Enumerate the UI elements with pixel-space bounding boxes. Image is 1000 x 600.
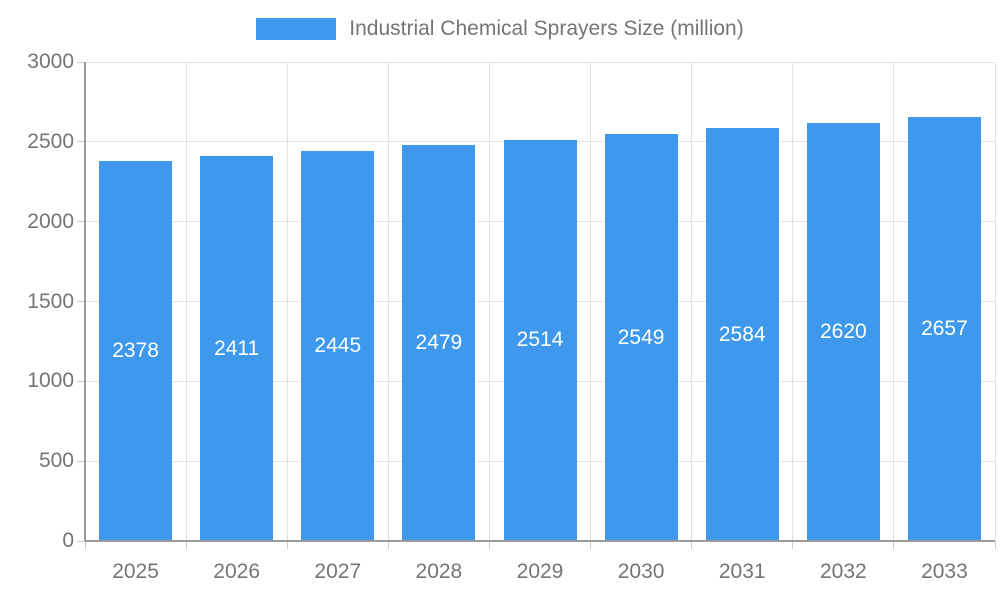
- y-axis-tick: [77, 460, 85, 462]
- gridline-vertical: [185, 62, 187, 541]
- x-axis-tick: [488, 541, 490, 549]
- legend: Industrial Chemical Sprayers Size (milli…: [0, 16, 1000, 42]
- y-axis-label: 2000: [27, 209, 74, 233]
- bar: [806, 122, 880, 541]
- bar: [604, 134, 678, 541]
- x-axis-line: [85, 540, 995, 542]
- bar: [503, 139, 577, 541]
- bar-value-label: 2378: [112, 339, 159, 363]
- bar-value-label: 2657: [921, 316, 968, 340]
- gridline-vertical: [590, 62, 592, 541]
- x-axis-tick: [185, 541, 187, 549]
- y-axis-label: 1500: [27, 289, 74, 313]
- y-axis-label: 1000: [27, 369, 74, 393]
- x-axis-label: 2028: [415, 560, 463, 583]
- bar-value-label: 2549: [617, 325, 665, 349]
- gridline-vertical: [893, 62, 895, 541]
- x-axis-tick: [286, 541, 288, 549]
- x-axis-label: 2032: [819, 560, 867, 583]
- x-axis-tick: [84, 541, 86, 549]
- legend-swatch: [256, 18, 337, 40]
- x-axis-label: 2026: [213, 560, 261, 583]
- y-axis-tick: [77, 380, 85, 382]
- y-axis-label: 500: [38, 449, 74, 473]
- gridline-vertical: [286, 62, 288, 541]
- bar: [705, 128, 779, 541]
- bar-value-label: 2445: [314, 333, 362, 357]
- gridline-horizontal: [85, 61, 995, 63]
- bar: [200, 156, 274, 541]
- bar: [907, 116, 981, 541]
- gridline-vertical: [488, 62, 490, 541]
- x-axis-label: 2031: [718, 560, 766, 583]
- y-axis-tick: [77, 141, 85, 143]
- y-axis-label: 0: [62, 529, 74, 552]
- gridline-vertical: [994, 62, 996, 541]
- gridline-vertical: [792, 62, 794, 541]
- legend-label: Industrial Chemical Sprayers Size (milli…: [349, 17, 744, 40]
- y-axis-tick: [77, 540, 85, 542]
- x-axis-tick: [994, 541, 996, 549]
- bar-value-label: 2479: [415, 331, 463, 355]
- bar-value-label: 2411: [214, 336, 260, 360]
- x-axis-label: 2033: [921, 560, 968, 583]
- x-axis-tick: [792, 541, 794, 549]
- x-axis-tick: [893, 541, 895, 549]
- x-axis-label: 2029: [516, 560, 564, 583]
- x-axis-tick: [590, 541, 592, 549]
- gridline-vertical: [387, 62, 389, 541]
- bar: [402, 145, 476, 541]
- y-axis-label: 3000: [27, 50, 74, 73]
- x-axis-label: 2027: [314, 560, 362, 583]
- y-axis-tick: [77, 61, 85, 63]
- y-axis-tick: [77, 301, 85, 302]
- y-axis-label: 2500: [27, 129, 74, 153]
- x-axis-tick: [387, 541, 389, 549]
- bar: [301, 150, 375, 541]
- x-axis-label: 2030: [617, 560, 665, 583]
- bar: [99, 161, 173, 541]
- y-axis-tick: [77, 221, 85, 223]
- y-axis-line: [84, 62, 86, 541]
- bar-value-label: 2514: [516, 328, 564, 352]
- x-axis-label: 2025: [112, 560, 159, 583]
- x-axis-tick: [691, 541, 693, 549]
- bar-value-label: 2620: [819, 319, 867, 343]
- gridline-vertical: [691, 62, 693, 541]
- bar-value-label: 2584: [718, 322, 766, 346]
